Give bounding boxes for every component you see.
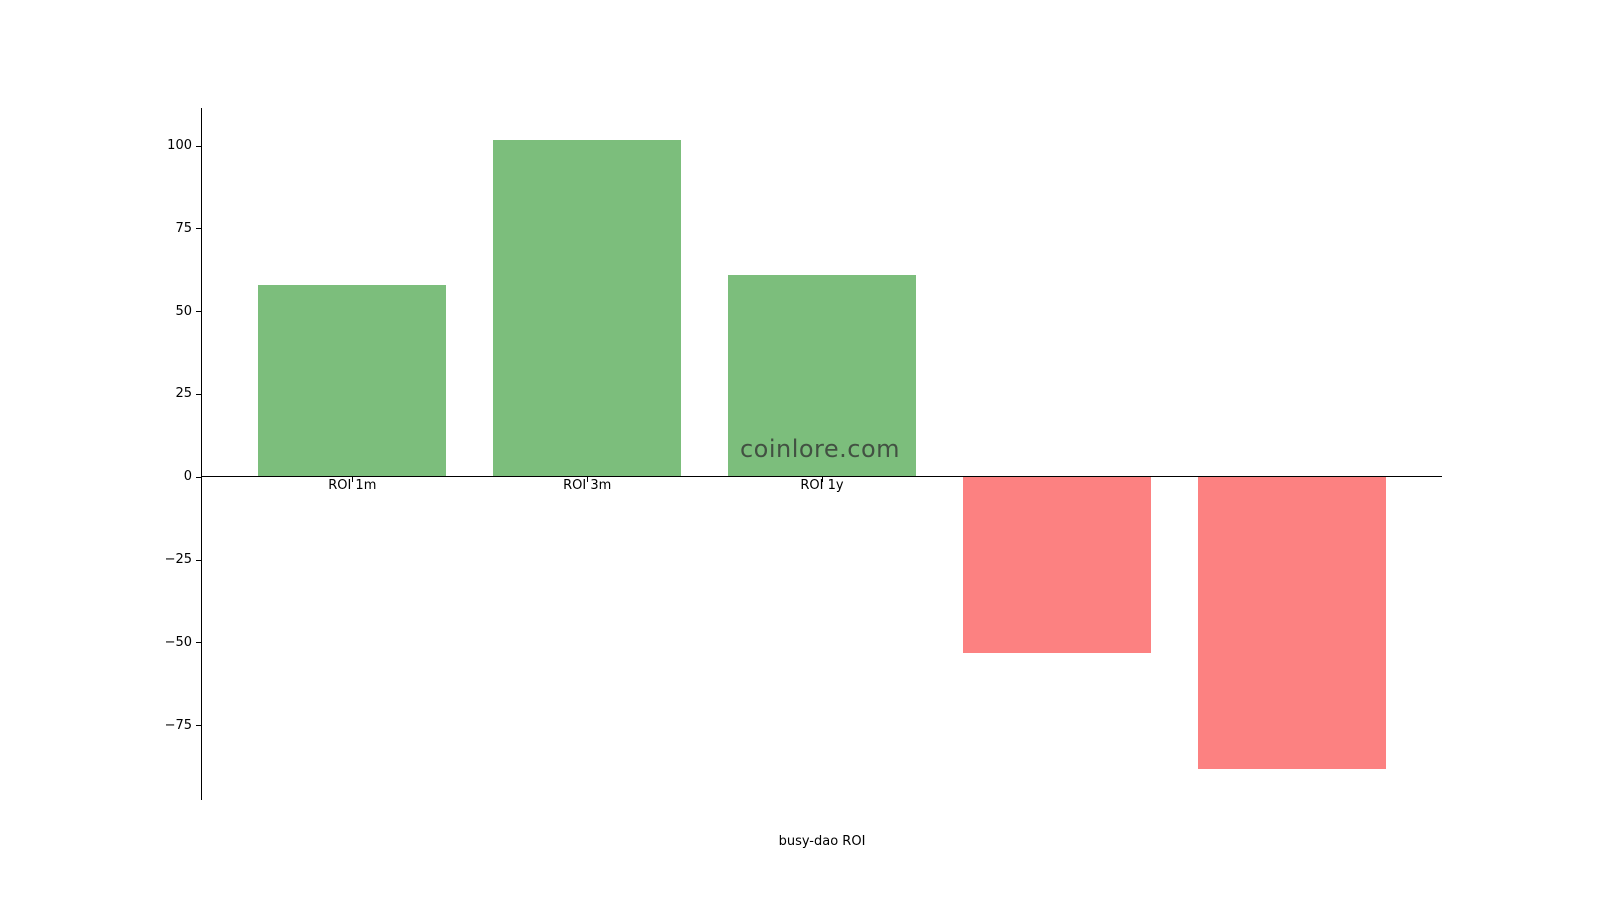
y-tick-label: −25	[164, 552, 192, 567]
x-axis-spine	[201, 476, 1442, 477]
y-tick-label: −50	[164, 634, 192, 650]
x-tick-mark	[821, 477, 823, 482]
x-tick-label-roi-1y: ROI 1y	[800, 478, 844, 493]
y-tick-label: 50	[175, 303, 192, 319]
y-tick-mark	[196, 228, 201, 230]
y-tick-mark	[196, 559, 201, 561]
bar-roi-1m	[258, 285, 447, 478]
y-tick-mark	[196, 642, 201, 644]
y-tick-mark	[196, 393, 201, 395]
x-tick-mark	[586, 477, 588, 482]
x-tick-mark	[351, 477, 353, 482]
y-tick-label: −75	[164, 717, 192, 733]
bar-unlabeled-3	[962, 477, 1151, 653]
y-tick-label: 0	[183, 469, 192, 485]
y-tick-mark	[196, 725, 201, 726]
y-tick-label: 25	[175, 386, 192, 402]
y-tick-mark	[196, 476, 201, 478]
watermark-text: coinlore.com	[739, 435, 901, 463]
y-tick-mark	[196, 311, 201, 313]
bar-roi-1y	[728, 275, 916, 478]
y-tick-label: 100	[167, 138, 192, 154]
y-tick-mark	[196, 145, 201, 147]
x-tick-label-roi-1m: ROI 1m	[328, 478, 377, 493]
y-tick-label: 75	[175, 220, 192, 236]
bar-unlabeled-4	[1197, 477, 1386, 769]
bar-roi-3m	[493, 139, 682, 478]
y-axis-spine	[201, 108, 202, 800]
chart-title: busy-dao ROI	[778, 834, 866, 849]
x-tick-label-roi-3m: ROI 3m	[563, 478, 612, 493]
